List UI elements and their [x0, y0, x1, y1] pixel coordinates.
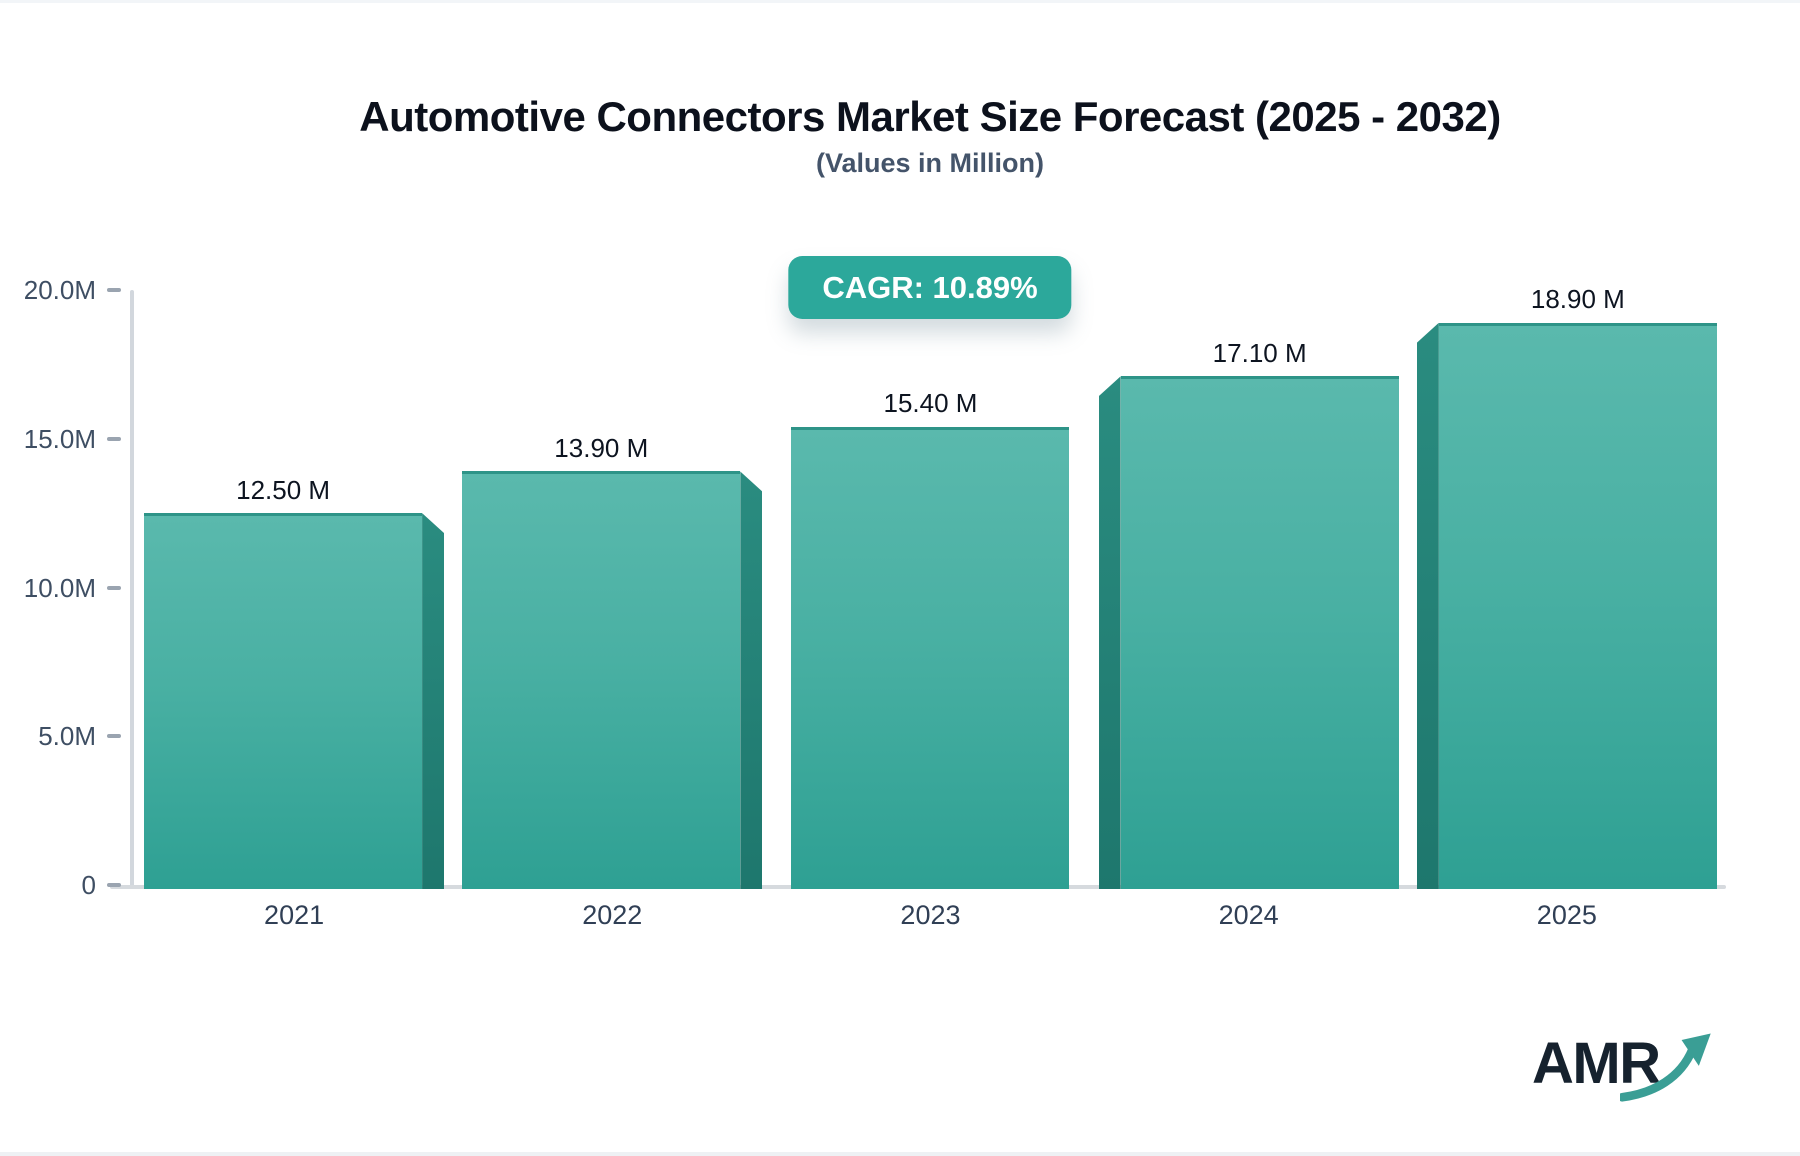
bar-2025: 18.90 M [1416, 285, 1717, 889]
bar-slot-2021: 12.50 M [135, 290, 453, 889]
bar-face [791, 426, 1070, 889]
y-tick-mark [107, 436, 121, 441]
page-bottom-edge [0, 1152, 1800, 1156]
y-tick-label: 10.0M [23, 572, 96, 603]
x-tick-label-2025: 2025 [1536, 900, 1597, 930]
bar-value-label: 15.40 M [883, 388, 978, 419]
y-tick-label: 20.0M [23, 275, 96, 305]
bar-2023: 15.40 M [791, 389, 1070, 889]
bar-side-shade [1098, 376, 1121, 889]
y-axis: 0 5.0M 10.0M 15.0M 20.0M [0, 277, 130, 898]
y-tick-mark [107, 585, 121, 590]
bar-value-label: 18.90 M [1530, 284, 1625, 315]
bar-face [1120, 376, 1399, 889]
y-tick-label: 15.0M [23, 423, 96, 454]
bar-value-label: 13.90 M [554, 432, 649, 463]
bar-2022: 13.90 M [462, 434, 763, 889]
chart-subtitle: (Values in Million) [815, 148, 1045, 178]
plot-area: 12.50 M 13.90 M 15.40 M 17.10 M 18.90 M [135, 285, 1726, 889]
y-tick-mark [107, 288, 121, 292]
y-axis-line [130, 290, 134, 889]
bar-slot-2024: 17.10 M [1090, 290, 1408, 889]
bar-slot-2025: 18.90 M [1408, 285, 1726, 889]
x-tick-label-2021: 2021 [264, 900, 325, 930]
bar-side-shade [422, 513, 445, 889]
bar-face [144, 513, 423, 889]
amr-logo-text: AMR [1532, 1031, 1661, 1096]
x-tick-label-2023: 2023 [900, 900, 961, 930]
cagr-badge: CAGR: 10.89% [788, 256, 1072, 319]
y-tick-mark [107, 883, 121, 887]
chart-title: Automotive Connectors Market Size Foreca… [359, 93, 1501, 140]
y-tick-label: 5.0M [38, 721, 96, 752]
bar-2024: 17.10 M [1098, 339, 1399, 889]
y-tick-label: 0 [81, 870, 96, 900]
bar-slot-2023: 15.40 M [771, 290, 1089, 889]
x-tick-label-2024: 2024 [1218, 900, 1279, 930]
bar-face [1438, 322, 1717, 889]
page-top-edge [0, 0, 1800, 3]
bar-side-shade [1416, 322, 1439, 889]
growth-arrow-icon [1620, 1033, 1711, 1102]
bar-slot-2022: 13.90 M [453, 290, 771, 889]
y-tick-mark [107, 734, 121, 739]
amr-logo: AMR [1532, 1032, 1722, 1118]
bar-side-shade [740, 471, 763, 889]
x-tick-label-2022: 2022 [582, 900, 643, 930]
bar-value-label: 12.50 M [236, 474, 331, 505]
bar-2021: 12.50 M [144, 475, 445, 889]
bar-value-label: 17.10 M [1212, 337, 1307, 368]
bar-face [462, 471, 741, 889]
x-axis-labels: 2021 2022 2023 2024 2025 [135, 899, 1726, 931]
